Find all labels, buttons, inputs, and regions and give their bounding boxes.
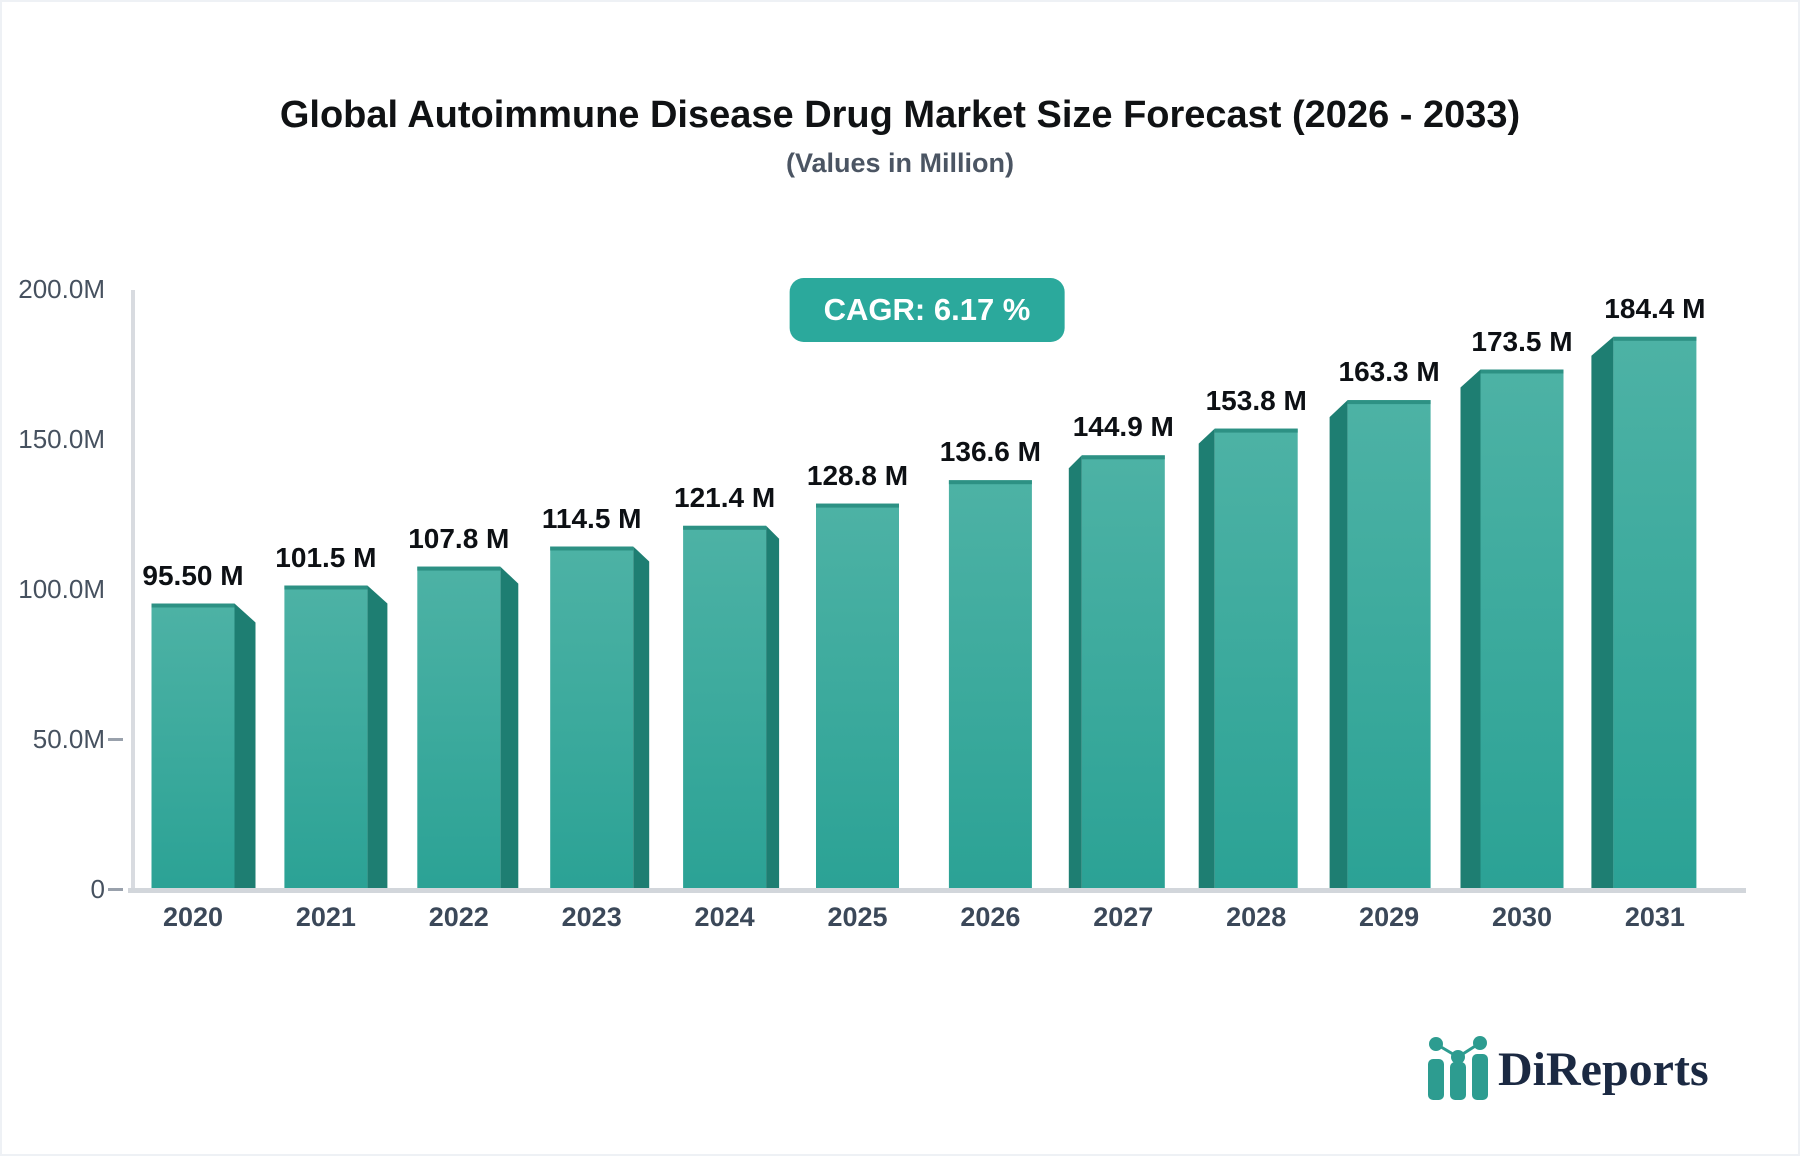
bar-side-face — [367, 585, 388, 890]
bar-top-cap — [1347, 400, 1431, 405]
bar-value-label: 173.5 M — [1471, 325, 1573, 357]
bar-2028 — [1198, 428, 1298, 890]
bar-top-cap — [683, 525, 767, 530]
bar-front-face — [683, 525, 767, 890]
x-axis-label: 2030 — [1491, 902, 1553, 932]
x-axis-label: 2022 — [428, 902, 489, 932]
brand-logo: DiReports — [1426, 1034, 1709, 1104]
y-axis-label: 200.0M — [18, 274, 105, 304]
bar-value-label: 107.8 M — [408, 522, 510, 554]
bar-value-label: 128.8 M — [806, 459, 909, 491]
bar-top-cap — [417, 566, 501, 571]
x-axis-label: 2021 — [295, 902, 356, 932]
bar-top-cap — [151, 603, 235, 608]
bar-side-face — [500, 566, 519, 890]
x-axis-label: 2026 — [960, 902, 1021, 932]
x-axis-label: 2027 — [1093, 902, 1154, 932]
bar-2031 — [1591, 336, 1697, 890]
bar-front-face — [417, 566, 501, 890]
y-axis-label: 100.0M — [18, 574, 105, 604]
bar-value-label: 153.8 M — [1205, 384, 1307, 416]
bar-front-face — [1480, 369, 1564, 890]
bar-value-label: 136.6 M — [939, 436, 1041, 468]
x-axis-label: 2029 — [1359, 902, 1420, 932]
bar-chart-logo-icon — [1428, 1036, 1488, 1100]
x-axis-line — [128, 888, 1746, 893]
bar-side-face — [1591, 336, 1614, 890]
bar-front-face — [816, 503, 899, 890]
bar-front-face — [550, 546, 634, 890]
bar-2029 — [1329, 400, 1431, 890]
x-axis-label: 2023 — [561, 902, 622, 932]
bar-2022 — [417, 566, 519, 890]
bar-top-cap — [284, 585, 368, 590]
bar-side-face — [1460, 369, 1481, 890]
page-subtitle: (Values in Million) — [785, 148, 1015, 178]
bar-top-cap — [550, 546, 634, 551]
bar-top-cap — [1214, 428, 1298, 433]
bar-2020 — [151, 603, 256, 890]
cagr-badge: CAGR: 6.17 % — [789, 278, 1065, 342]
bar-value-label: 114.5 M — [541, 502, 642, 534]
bar-2026 — [948, 480, 1032, 890]
bar-value-label: 121.4 M — [674, 481, 776, 513]
x-axis-label: 2024 — [694, 902, 755, 932]
bar-front-face — [284, 585, 368, 890]
bar-top-cap — [1081, 455, 1165, 460]
bar-side-face — [1068, 455, 1082, 890]
x-axis-label: 2025 — [827, 902, 888, 932]
bar-side-face — [633, 546, 650, 890]
y-axis-line — [131, 290, 135, 890]
bar-2021 — [284, 585, 388, 890]
bar-top-cap — [816, 503, 899, 508]
bar-value-label: 101.5 M — [275, 541, 377, 573]
bar-front-face — [151, 603, 235, 890]
bar-front-face — [1613, 336, 1697, 890]
bar-2024 — [683, 525, 780, 890]
bar-side-face — [234, 603, 256, 890]
y-axis-label: 0 — [90, 874, 105, 904]
page-title: Global Autoimmune Disease Drug Market Si… — [279, 94, 1521, 136]
bar-2023 — [550, 546, 650, 890]
bar-front-face — [1081, 455, 1165, 890]
bar-side-face — [1198, 428, 1215, 890]
bar-2030 — [1460, 369, 1564, 890]
bar-top-cap — [948, 480, 1032, 485]
bar-2025 — [816, 503, 899, 890]
brand-logo-text: DiReports — [1498, 1042, 1709, 1096]
x-axis-label: 2020 — [162, 902, 224, 932]
bar-front-face — [1214, 428, 1298, 890]
bar-value-label: 163.3 M — [1338, 356, 1440, 388]
bar-front-face — [1347, 400, 1431, 890]
bar-value-label: 184.4 M — [1604, 292, 1706, 324]
bar-value-label: 95.50 M — [142, 559, 244, 591]
bar-front-face — [948, 480, 1032, 890]
bar-2027 — [1068, 455, 1165, 890]
x-axis-label: 2031 — [1624, 902, 1685, 932]
y-axis-label: 50.0M — [32, 724, 105, 754]
bar-side-face — [1329, 400, 1348, 890]
y-axis-tick — [108, 888, 123, 891]
bar-side-face — [766, 525, 780, 890]
bar-value-label: 144.9 M — [1072, 411, 1174, 443]
bar-top-cap — [1480, 369, 1564, 374]
x-axis-label: 2028 — [1226, 902, 1287, 932]
y-axis-tick — [108, 738, 123, 741]
bar-top-cap — [1613, 336, 1697, 341]
y-axis-label: 150.0M — [18, 424, 105, 454]
